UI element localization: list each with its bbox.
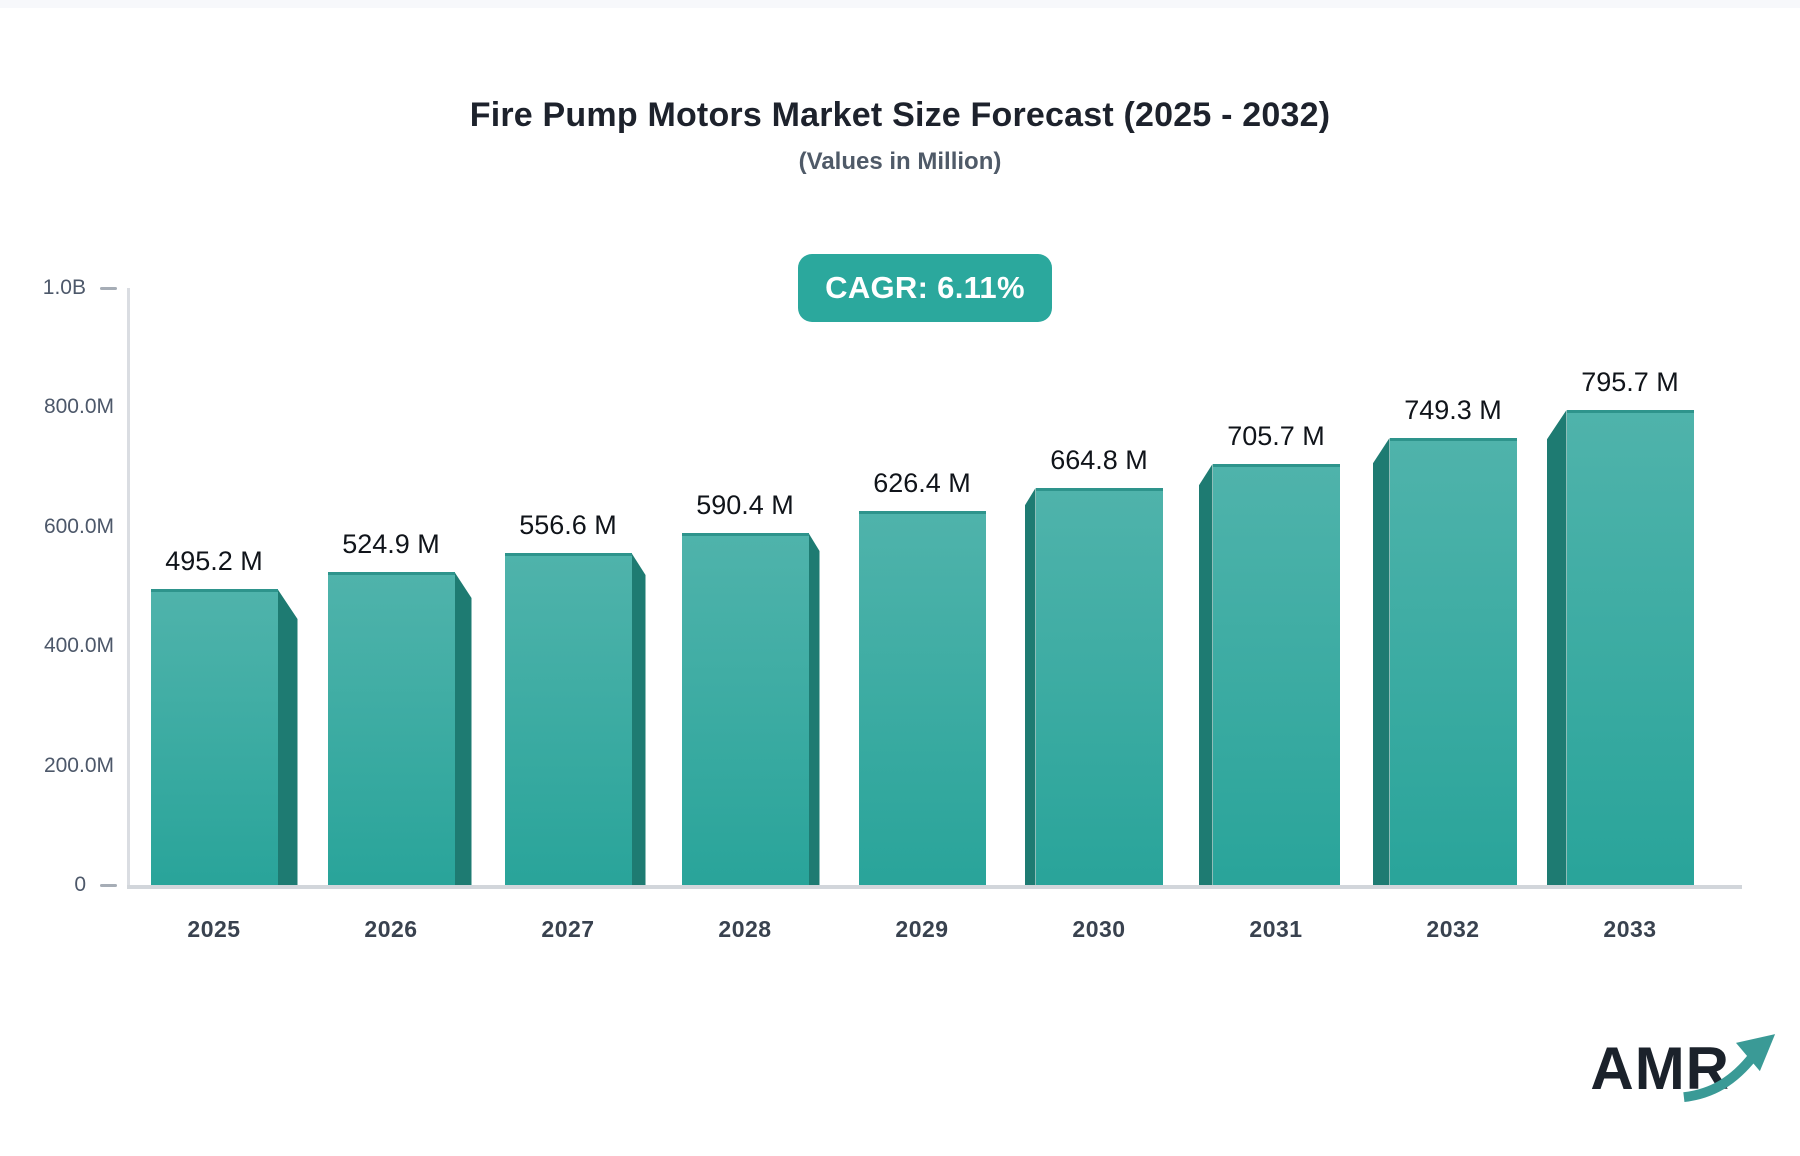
bar-side-face — [1546, 410, 1567, 885]
bar-front-face — [327, 572, 455, 885]
y-tick-label: 200.0M — [43, 753, 114, 777]
bar-2032: 749.3 M 2032 — [1372, 288, 1517, 942]
bar-front-face — [1389, 438, 1517, 885]
cagr-badge: CAGR: 6.11% — [798, 254, 1052, 322]
bar-2026: 524.9 M 2026 — [327, 288, 472, 942]
x-axis-label: 2025 — [187, 916, 241, 942]
chart-title: Fire Pump Motors Market Size Forecast (2… — [469, 96, 1331, 134]
bar-value-label: 795.7 M — [1581, 367, 1679, 397]
bar-side-face — [1024, 488, 1036, 885]
bar-side-face — [808, 533, 820, 885]
x-axis-label: 2033 — [1603, 916, 1657, 942]
bar-2028: 590.4 M 2028 — [681, 288, 820, 942]
bar-value-label: 495.2 M — [165, 546, 263, 576]
bar-side-face — [1198, 464, 1213, 885]
bar-value-label: 664.8 M — [1050, 445, 1148, 475]
bar-front-face — [681, 533, 809, 885]
cagr-badge-label: CAGR: 6.11% — [825, 270, 1025, 305]
x-axis-label: 2028 — [718, 916, 772, 942]
amr-logo: AMR — [1590, 1034, 1776, 1104]
trend-arrow-icon — [1683, 1034, 1776, 1102]
x-axis-baseline — [127, 885, 1742, 889]
plot-area: 1.0B 800.0M 600.0M 400.0M 200.0M 0 495.2 M 2025… — [43, 276, 1742, 942]
bar-side-face — [631, 553, 646, 885]
bar-value-label: 590.4 M — [696, 490, 794, 520]
y-tick-label: 800.0M — [43, 395, 114, 419]
y-tick-label: 400.0M — [43, 634, 114, 658]
bar-front-face — [150, 589, 278, 885]
bar-side-face — [277, 589, 298, 885]
bar-value-label: 524.9 M — [342, 529, 440, 559]
bar-2033: 795.7 M 2033 — [1546, 288, 1694, 942]
y-tick-mark — [100, 286, 117, 290]
bar-front-face — [1212, 464, 1340, 885]
bar-value-label: 626.4 M — [873, 468, 971, 498]
bar-side-face — [454, 572, 472, 885]
y-tick-mark — [100, 883, 117, 887]
y-tick-label: 0 — [74, 873, 86, 896]
bar-2031: 705.7 M 2031 — [1198, 288, 1340, 942]
bar-2025: 495.2 M 2025 — [150, 288, 298, 942]
x-axis-label: 2031 — [1249, 916, 1303, 942]
bar-front-face — [504, 553, 632, 885]
bar-2029: 626.4 M 2029 — [858, 288, 986, 942]
bar-2027: 556.6 M 2027 — [504, 288, 646, 942]
y-tick-label: 1.0B — [42, 276, 86, 299]
bar-side-face — [1372, 438, 1390, 885]
bar-front-face — [1566, 410, 1694, 885]
bar-front-face — [1035, 488, 1163, 885]
x-axis-label: 2032 — [1426, 916, 1480, 942]
chart-subtitle: (Values in Million) — [798, 148, 1002, 175]
bar-value-label: 749.3 M — [1404, 395, 1502, 425]
y-tick-label: 600.0M — [43, 514, 114, 538]
x-axis-label: 2027 — [541, 916, 595, 942]
bar-2030: 664.8 M 2030 — [1024, 288, 1163, 942]
x-axis-label: 2029 — [895, 916, 949, 942]
x-axis-label: 2030 — [1072, 916, 1126, 942]
bar-value-label: 556.6 M — [519, 510, 617, 540]
page-top-strip — [0, 0, 1800, 8]
bar-front-face — [858, 511, 986, 885]
bar-value-label: 705.7 M — [1227, 421, 1325, 451]
x-axis-label: 2026 — [364, 916, 418, 942]
y-axis-line — [127, 288, 130, 885]
